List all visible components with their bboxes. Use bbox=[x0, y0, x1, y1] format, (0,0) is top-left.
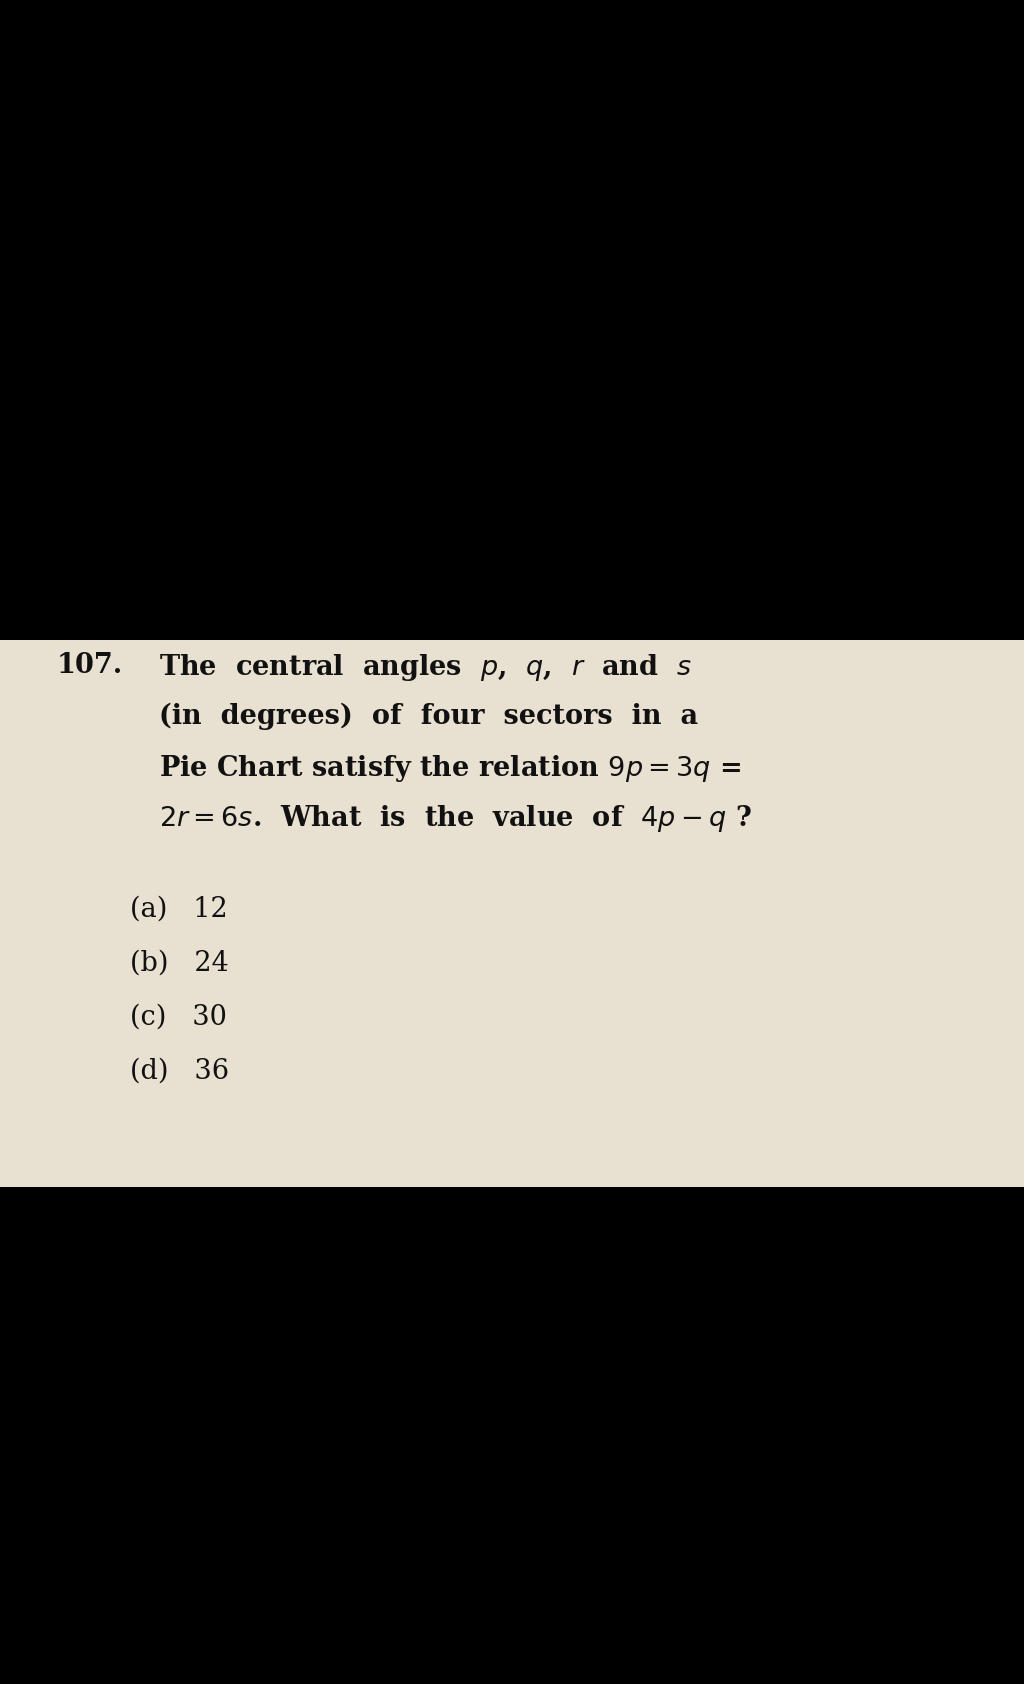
Text: Pie Chart satisfy the relation $9p = 3q$ =: Pie Chart satisfy the relation $9p = 3q$… bbox=[159, 753, 741, 783]
Text: (d)   36: (d) 36 bbox=[130, 1058, 229, 1084]
Text: (b)   24: (b) 24 bbox=[130, 950, 228, 977]
Text: (a)   12: (a) 12 bbox=[130, 896, 227, 923]
Text: 107.: 107. bbox=[56, 652, 123, 679]
Text: (c)   30: (c) 30 bbox=[130, 1004, 227, 1031]
Bar bbox=[0, 640, 1024, 1187]
Text: (in  degrees)  of  four  sectors  in  a: (in degrees) of four sectors in a bbox=[159, 702, 697, 729]
Text: The  central  angles  $p$,  $q$,  $r$  and  $s$: The central angles $p$, $q$, $r$ and $s$ bbox=[159, 652, 691, 682]
Text: $2r = 6s$.  What  is  the  value  of  $4p - q$ ?: $2r = 6s$. What is the value of $4p - q$… bbox=[159, 803, 752, 834]
